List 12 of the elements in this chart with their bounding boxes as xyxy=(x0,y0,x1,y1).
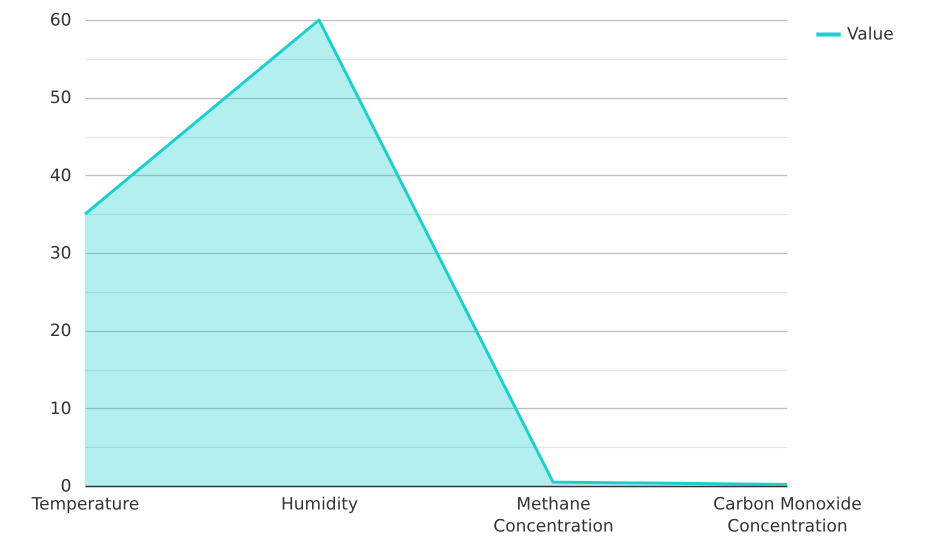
y-tick-label: 60 xyxy=(50,10,72,30)
x-tick-label: Methane Concentration xyxy=(493,494,614,536)
x-tick-label: Carbon Monoxide Concentration xyxy=(713,494,862,536)
y-tick-label: 40 xyxy=(50,166,72,186)
y-tick-label: 0 xyxy=(60,476,72,496)
y-tick-label: 10 xyxy=(50,398,72,419)
legend-label: Value xyxy=(847,24,894,44)
x-tick-label: Humidity xyxy=(280,494,358,514)
y-tick-label: 50 xyxy=(50,88,72,108)
y-tick-label: 20 xyxy=(50,321,72,342)
x-tick-label: Temperature xyxy=(30,494,140,514)
y-tick-label: 30 xyxy=(50,244,72,264)
